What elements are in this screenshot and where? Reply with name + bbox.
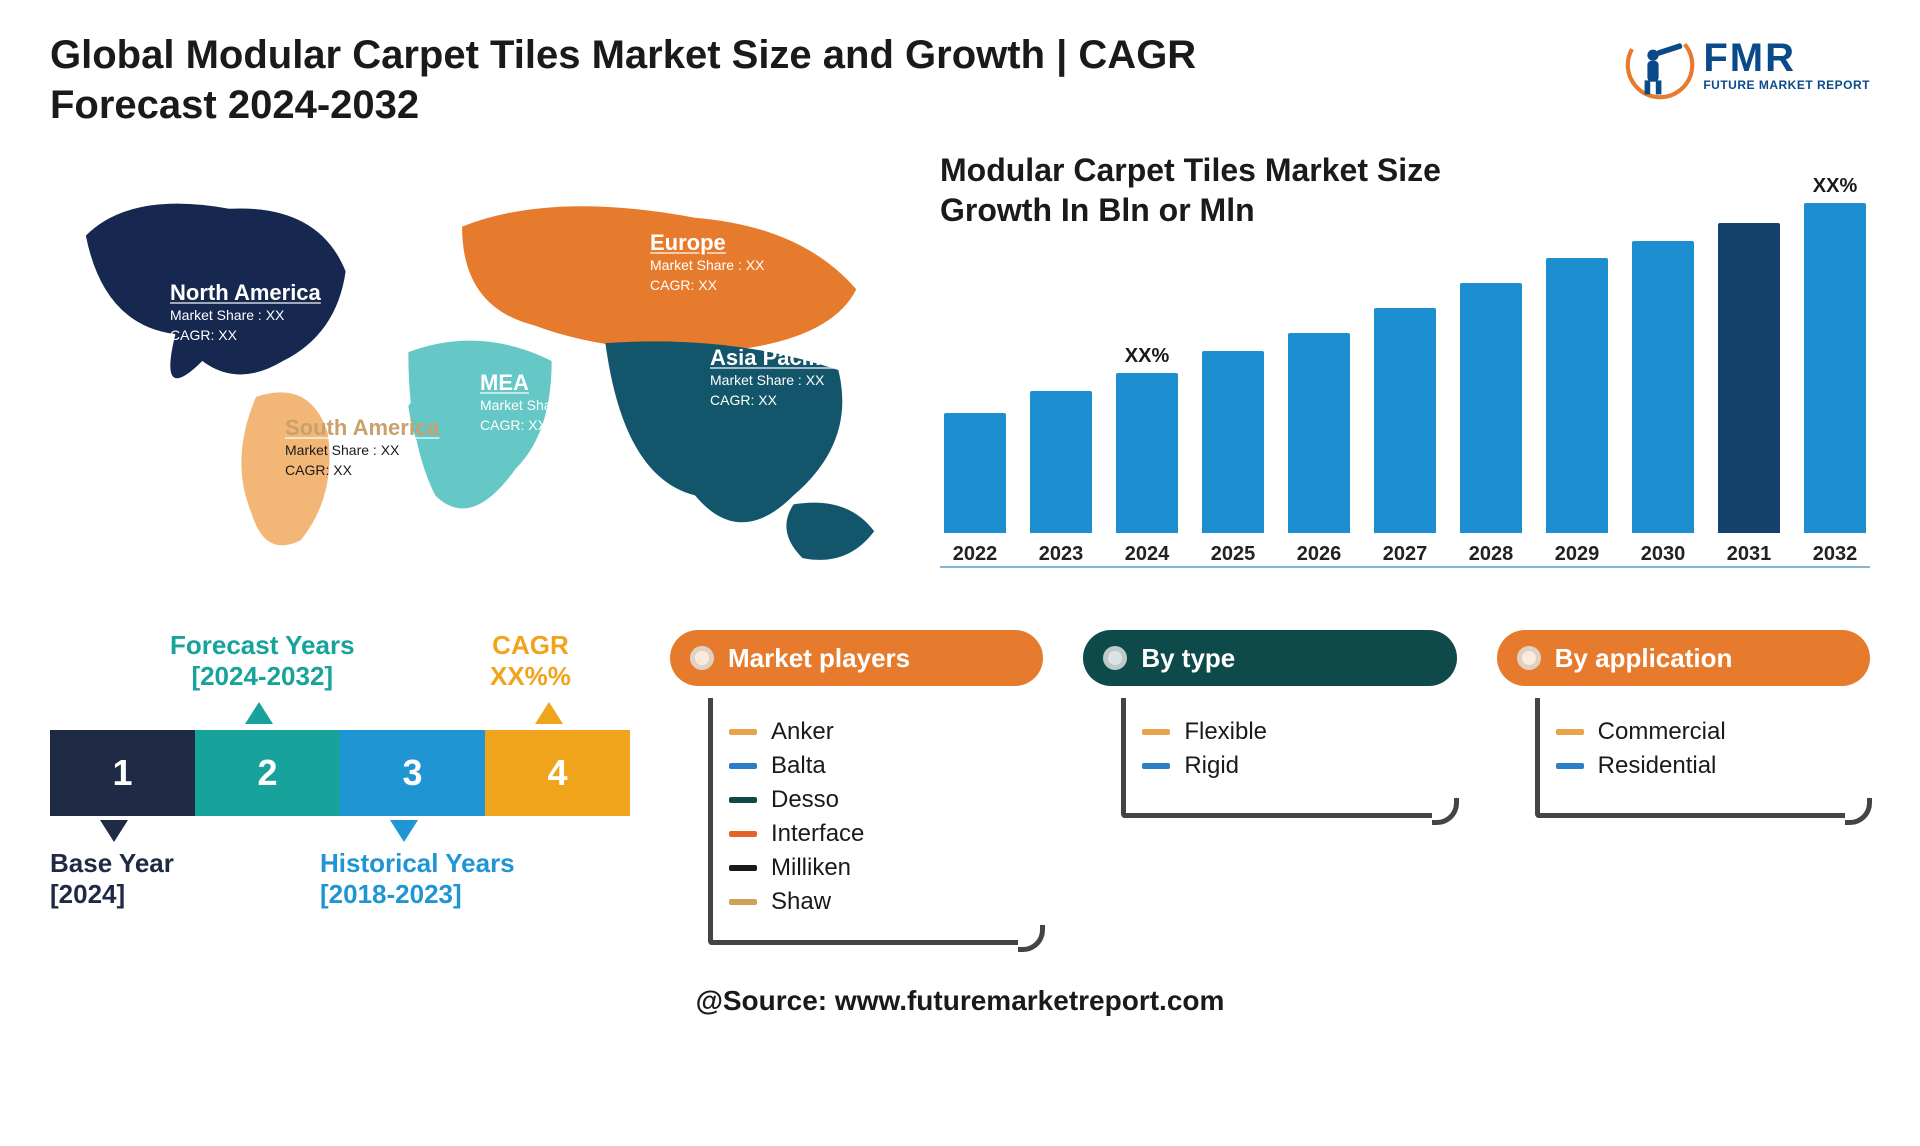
- bar: [1804, 203, 1866, 533]
- list-item: Shaw: [729, 888, 1027, 916]
- triangle-down-icon: [390, 820, 418, 842]
- bar-year-label: 2025: [1211, 543, 1256, 566]
- by-type-column: By type Flexible Rigid: [1083, 630, 1456, 818]
- growth-bar-chart: Modular Carpet Tiles Market Size Growth …: [940, 150, 1870, 590]
- source-line: @Source: www.futuremarketreport.com: [50, 985, 1870, 1017]
- list-item-label: Desso: [771, 786, 839, 814]
- base-year-label: Base Year: [50, 848, 174, 878]
- bar: [944, 413, 1006, 533]
- bar: [1116, 373, 1178, 533]
- forecast-label: Forecast Years: [170, 630, 355, 660]
- dash-icon: [1142, 763, 1170, 769]
- logo-subtitle: FUTURE MARKET REPORT: [1703, 78, 1870, 92]
- bar-col: 2032XX%: [1804, 203, 1866, 566]
- dash-icon: [1142, 729, 1170, 735]
- players-header: Market players: [670, 630, 1043, 686]
- dash-icon: [729, 729, 757, 735]
- bar: [1718, 223, 1780, 533]
- bar-year-label: 2032: [1813, 543, 1858, 566]
- bar-col: 2029: [1546, 258, 1608, 566]
- bar-year-label: 2024: [1125, 543, 1170, 566]
- bar-col: 2026: [1288, 333, 1350, 566]
- list-item: Rigid: [1142, 752, 1440, 780]
- bar-col: 2028: [1460, 283, 1522, 566]
- timeline-seg-4: 4: [485, 730, 630, 816]
- bar: [1546, 258, 1608, 533]
- list-item-label: Flexible: [1184, 718, 1267, 746]
- triangle-up-icon: [535, 702, 563, 724]
- world-map: North America Market Share : XX CAGR: XX…: [50, 150, 910, 590]
- bar-year-label: 2028: [1469, 543, 1514, 566]
- bar-year-label: 2022: [953, 543, 998, 566]
- list-item: Residential: [1556, 752, 1854, 780]
- chart-title: Modular Carpet Tiles Market Size Growth …: [940, 150, 1460, 230]
- page-title: Global Modular Carpet Tiles Market Size …: [50, 30, 1350, 130]
- list-item-label: Residential: [1598, 752, 1717, 780]
- application-header: By application: [1497, 630, 1870, 686]
- bar: [1030, 391, 1092, 533]
- bar: [1288, 333, 1350, 533]
- bar-year-label: 2029: [1555, 543, 1600, 566]
- list-item: Milliken: [729, 854, 1027, 882]
- bar: [1460, 283, 1522, 533]
- list-item: Flexible: [1142, 718, 1440, 746]
- bar: [1632, 241, 1694, 533]
- dash-icon: [729, 865, 757, 871]
- type-header: By type: [1083, 630, 1456, 686]
- list-item-label: Anker: [771, 718, 834, 746]
- list-item-label: Balta: [771, 752, 826, 780]
- bar-year-label: 2030: [1641, 543, 1686, 566]
- timeline-graphic: Forecast Years [2024-2032] CAGR XX%% 1 2…: [50, 630, 630, 816]
- bar-year-label: 2026: [1297, 543, 1342, 566]
- bar-col: 2031: [1718, 223, 1780, 566]
- bar: [1202, 351, 1264, 533]
- cagr-label: CAGR: [492, 630, 569, 660]
- dash-icon: [1556, 763, 1584, 769]
- triangle-up-icon: [245, 702, 273, 724]
- bar-year-label: 2027: [1383, 543, 1428, 566]
- list-item: Desso: [729, 786, 1027, 814]
- bar-pct-label: XX%: [1125, 345, 1169, 368]
- market-players-column: Market players Anker Balta Desso Interface M…: [670, 630, 1043, 945]
- list-item-label: Milliken: [771, 854, 851, 882]
- bar-col: 2030: [1632, 241, 1694, 566]
- dash-icon: [729, 831, 757, 837]
- bar-col: 2025: [1202, 351, 1264, 566]
- fmr-logo: FMR FUTURE MARKET REPORT: [1625, 30, 1870, 100]
- hist-years-label: Historical Years: [320, 848, 515, 878]
- bar-col: 2024XX%: [1116, 373, 1178, 566]
- hist-years-value: [2018-2023]: [320, 879, 462, 909]
- base-year-value: [2024]: [50, 879, 125, 909]
- list-item: Anker: [729, 718, 1027, 746]
- by-application-column: By application Commercial Residential: [1497, 630, 1870, 818]
- bar-year-label: 2031: [1727, 543, 1772, 566]
- dash-icon: [729, 763, 757, 769]
- list-item: Interface: [729, 820, 1027, 848]
- bar-pct-label: XX%: [1813, 175, 1857, 198]
- bar-col: 2022: [944, 413, 1006, 566]
- bar-col: 2027: [1374, 308, 1436, 566]
- list-item-label: Interface: [771, 820, 864, 848]
- list-item-label: Commercial: [1598, 718, 1726, 746]
- forecast-range: [2024-2032]: [191, 661, 333, 691]
- list-item: Commercial: [1556, 718, 1854, 746]
- list-item-label: Shaw: [771, 888, 831, 916]
- telescope-person-icon: [1625, 30, 1695, 100]
- dash-icon: [729, 899, 757, 905]
- logo-text: FMR: [1703, 38, 1870, 78]
- cagr-value: XX%%: [490, 661, 571, 691]
- triangle-down-icon: [100, 820, 128, 842]
- dash-icon: [729, 797, 757, 803]
- dash-icon: [1556, 729, 1584, 735]
- bar-col: 2023: [1030, 391, 1092, 566]
- bar: [1374, 308, 1436, 533]
- list-item: Balta: [729, 752, 1027, 780]
- list-item-label: Rigid: [1184, 752, 1239, 780]
- bar-year-label: 2023: [1039, 543, 1084, 566]
